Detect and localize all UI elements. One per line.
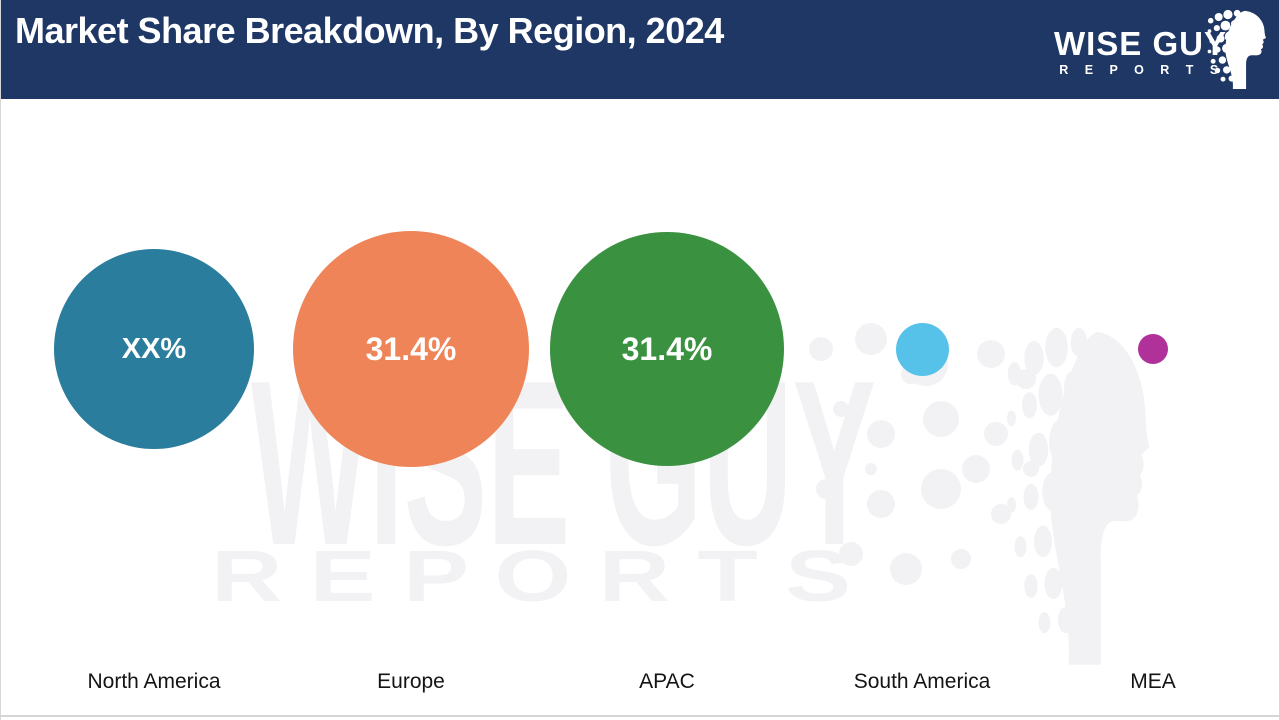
bubble-value-label: 31.4% [621, 330, 713, 367]
category-label-south-america: South America [853, 670, 991, 693]
watermark-head-icon [1007, 327, 1150, 665]
bubble-apac: 31.4% [550, 232, 784, 466]
bubble-north-america: XX% [54, 249, 254, 449]
logo-wordmark: WISE GUY [1053, 25, 1227, 62]
wiseguy-head-icon [1207, 9, 1267, 89]
logo-wordmark-block: WISE GUY R E P O R T S [1054, 27, 1227, 77]
bottom-divider [1, 715, 1279, 717]
wiseguy-logo: WISE GUY R E P O R T S [1054, 6, 1273, 92]
bubble-value-label: XX% [121, 332, 187, 365]
logo-subtext: R E P O R T S [1059, 63, 1225, 77]
category-label-north-america: North America [87, 670, 221, 693]
header-bar: Market Share Breakdown, By Region, 2024 … [1, 0, 1279, 99]
bubble-south-america [895, 322, 949, 376]
page-title: Market Share Breakdown, By Region, 2024 [15, 10, 724, 51]
watermark-subtext: R E P O R T S [211, 537, 851, 617]
bubble-europe: 31.4% [293, 231, 529, 467]
category-label-mea: MEA [1130, 670, 1176, 693]
bubble-mea [1138, 334, 1168, 364]
chart-area: WISE GUY R E P O R T S XX% 31.4% 31.4% [1, 99, 1279, 720]
category-label-apac: APAC [639, 670, 695, 693]
category-label-europe: Europe [377, 670, 445, 693]
bubble-value-label: 31.4% [365, 330, 457, 367]
